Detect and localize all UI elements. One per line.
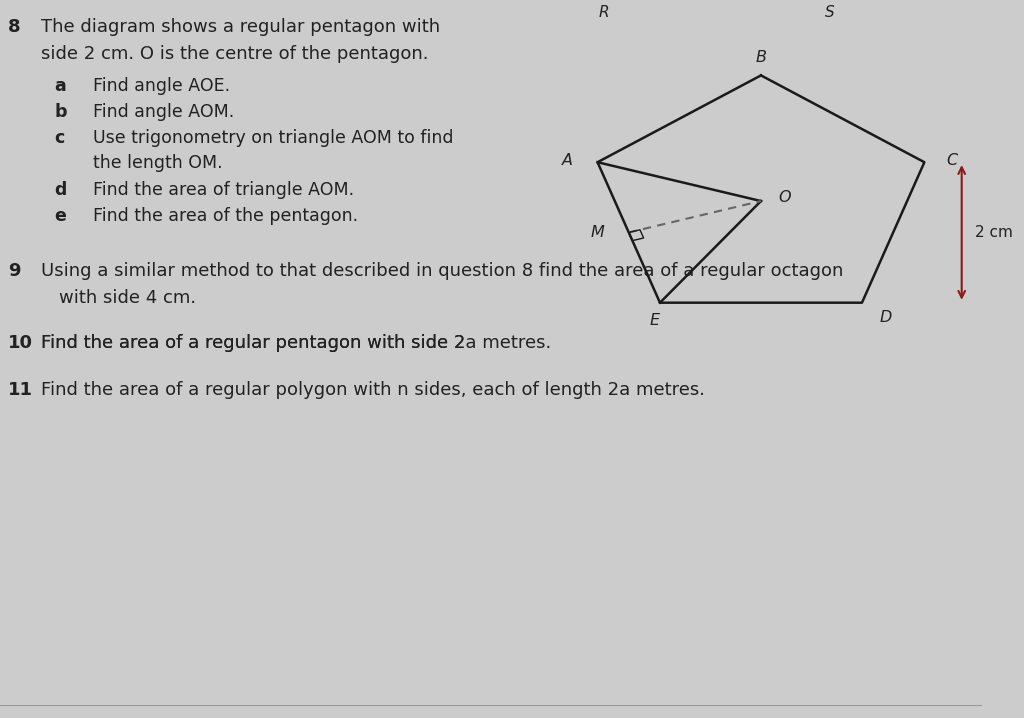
Text: R: R bbox=[599, 5, 609, 20]
Text: d: d bbox=[54, 181, 67, 199]
Text: 10: 10 bbox=[8, 334, 33, 352]
Text: C: C bbox=[946, 153, 957, 168]
Text: 9: 9 bbox=[8, 262, 20, 280]
Text: Find the area of a regular pentagon with side 2: Find the area of a regular pentagon with… bbox=[41, 334, 467, 352]
Text: c: c bbox=[54, 129, 65, 147]
Text: Find angle AOE.: Find angle AOE. bbox=[93, 77, 230, 95]
Text: 2 cm: 2 cm bbox=[976, 225, 1014, 240]
Text: E: E bbox=[650, 313, 660, 328]
Text: B: B bbox=[756, 50, 767, 65]
Text: A: A bbox=[562, 153, 573, 168]
Text: O: O bbox=[778, 190, 792, 205]
Text: S: S bbox=[825, 5, 835, 20]
Text: a: a bbox=[54, 77, 66, 95]
Text: Use trigonometry on triangle AOM to find: Use trigonometry on triangle AOM to find bbox=[93, 129, 454, 147]
Text: 8: 8 bbox=[8, 18, 20, 36]
Text: Find angle AOM.: Find angle AOM. bbox=[93, 103, 234, 121]
Text: Find the area of a regular polygon with n sides, each of length 2a metres.: Find the area of a regular polygon with … bbox=[41, 381, 706, 398]
Text: b: b bbox=[54, 103, 67, 121]
Text: Find the area of triangle AOM.: Find the area of triangle AOM. bbox=[93, 181, 354, 199]
Text: D: D bbox=[880, 309, 892, 325]
Text: with side 4 cm.: with side 4 cm. bbox=[59, 289, 196, 307]
Text: The diagram shows a regular pentagon with: The diagram shows a regular pentagon wit… bbox=[41, 18, 440, 36]
Text: 11: 11 bbox=[8, 381, 33, 398]
Text: side 2 cm. O is the centre of the pentagon.: side 2 cm. O is the centre of the pentag… bbox=[41, 45, 429, 62]
Text: the length OM.: the length OM. bbox=[93, 154, 223, 172]
Text: Using a similar method to that described in question 8 find the area of a regula: Using a similar method to that described… bbox=[41, 262, 844, 280]
Text: M: M bbox=[591, 225, 604, 240]
Text: Find the area of a regular pentagon with side 2a metres.: Find the area of a regular pentagon with… bbox=[41, 334, 552, 352]
Text: e: e bbox=[54, 207, 66, 225]
Text: Find the area of the pentagon.: Find the area of the pentagon. bbox=[93, 207, 358, 225]
